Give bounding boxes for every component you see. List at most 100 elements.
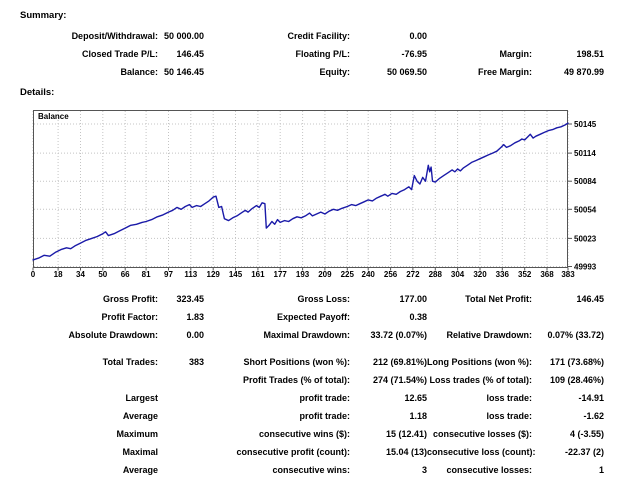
table-label: Long Positions (won %):: [427, 357, 532, 367]
table-value: 49 870.99: [563, 67, 604, 77]
table-value: -76.95: [401, 49, 427, 59]
svg-text:113: 113: [184, 270, 197, 279]
table-value: [158, 407, 204, 425]
svg-text:50145: 50145: [574, 120, 597, 129]
table-value: 1.18: [409, 411, 427, 421]
table-label: Balance:: [120, 67, 158, 77]
table-label: Absolute Drawdown:: [68, 330, 159, 340]
table-value: -14.91: [578, 393, 604, 403]
chart-legend-label: Balance: [38, 112, 69, 121]
table-value: 212 (69.81%): [372, 357, 427, 367]
table-label: Floating P/L:: [295, 49, 351, 59]
table-label: Maximal Drawdown:: [263, 330, 350, 340]
table-label: loss trade:: [486, 411, 532, 421]
svg-text:368: 368: [540, 270, 554, 279]
table-value: 146.45: [576, 294, 604, 304]
table-value: 15 (12.41): [385, 429, 427, 439]
svg-text:225: 225: [341, 270, 355, 279]
table-value: [158, 461, 204, 479]
table-label: Average: [122, 411, 158, 421]
table-value: [158, 443, 204, 461]
table-label: Profit Factor:: [101, 312, 158, 322]
table-label: Free Margin:: [477, 67, 532, 77]
table-value: 171 (73.68%): [549, 357, 604, 367]
table-label: Short Positions (won %):: [243, 357, 351, 367]
table-label: Equity:: [319, 67, 351, 77]
table-label: [427, 27, 532, 45]
svg-text:50054: 50054: [574, 205, 597, 214]
svg-text:272: 272: [406, 270, 420, 279]
table-value: [532, 308, 604, 326]
table-label: consecutive losses ($):: [432, 429, 532, 439]
svg-text:145: 145: [229, 270, 243, 279]
table-value: 146.45: [176, 49, 204, 59]
svg-text:50114: 50114: [574, 149, 596, 158]
table-label: [0, 371, 158, 389]
summary-heading: Summary:: [20, 10, 67, 21]
table-label: Maximal: [122, 447, 158, 457]
table-label: Deposit/Withdrawal:: [71, 31, 158, 41]
table-value: 0.00: [186, 330, 204, 340]
table-value: 15.04 (13): [385, 447, 427, 457]
svg-text:97: 97: [164, 270, 173, 279]
svg-text:50084: 50084: [574, 177, 597, 186]
table-label: Gross Loss:: [297, 294, 350, 304]
table-label: Gross Profit:: [102, 294, 158, 304]
table-value: 198.51: [576, 49, 604, 59]
svg-text:383: 383: [561, 270, 575, 279]
table-label: Expected Payoff:: [276, 312, 350, 322]
svg-text:66: 66: [121, 270, 130, 279]
table-value: 12.65: [404, 393, 427, 403]
table-label: Total Net Profit:: [465, 294, 532, 304]
svg-text:193: 193: [296, 270, 310, 279]
table-value: 274 (71.54%): [372, 375, 427, 385]
table-value: 50 069.50: [386, 67, 427, 77]
svg-text:177: 177: [274, 270, 288, 279]
balance-chart: 50145 50114 50084 50054 50023 49993 0 18 34 50 66 8…: [23, 110, 640, 285]
summary-table: Deposit/Withdrawal: 50 000.00 Credit Facil…: [0, 27, 604, 81]
table-value: 109 (28.46%): [549, 375, 604, 385]
table-label: consecutive wins ($):: [258, 429, 350, 439]
table-value: 3: [421, 465, 427, 475]
details-heading: Details:: [20, 87, 55, 98]
details-profit-table: Gross Profit: 323.45 Gross Loss: 177.00 Tota…: [0, 290, 605, 344]
svg-text:352: 352: [518, 270, 532, 279]
table-label: Total Trades:: [102, 357, 158, 367]
table-value: 323.45: [176, 294, 204, 304]
table-label: Profit Trades (% of total):: [242, 375, 350, 385]
table-value: 4 (-3.55): [569, 429, 604, 439]
svg-text:81: 81: [142, 270, 151, 279]
table-label: consecutive wins:: [272, 465, 350, 475]
svg-text:18: 18: [54, 270, 63, 279]
table-label: [427, 308, 532, 326]
table-value: -1.62: [583, 411, 604, 421]
table-label: consecutive losses:: [446, 465, 532, 475]
svg-text:50: 50: [98, 270, 107, 279]
table-value: [532, 27, 604, 45]
svg-text:240: 240: [362, 270, 376, 279]
table-value: 0.07% (33.72): [547, 330, 604, 340]
svg-text:209: 209: [318, 270, 332, 279]
table-label: profit trade:: [299, 393, 351, 403]
svg-text:129: 129: [207, 270, 221, 279]
svg-text:336: 336: [496, 270, 510, 279]
table-value: -22.37 (2): [564, 447, 604, 457]
table-value: 50 000.00: [163, 31, 204, 41]
table-label: Largest: [125, 393, 158, 403]
svg-text:0: 0: [31, 270, 36, 279]
table-label: consecutive loss (count):: [427, 447, 536, 457]
svg-text:320: 320: [473, 270, 487, 279]
table-label: consecutive profit (count):: [236, 447, 350, 457]
table-label: Loss trades (% of total):: [429, 375, 532, 385]
table-label: Closed Trade P/L:: [81, 49, 158, 59]
balance-chart-plot: 50145 50114 50084 50054 50023 49993 0 18 34 50 66 8…: [31, 110, 597, 279]
table-label: Average: [122, 465, 158, 475]
svg-text:161: 161: [251, 270, 265, 279]
table-value: [158, 389, 204, 407]
table-label: Credit Facility:: [287, 31, 350, 41]
table-value: 1.83: [186, 312, 204, 322]
svg-text:49993: 49993: [574, 263, 597, 272]
table-label: Margin:: [499, 49, 533, 59]
table-label: Maximum: [116, 429, 158, 439]
